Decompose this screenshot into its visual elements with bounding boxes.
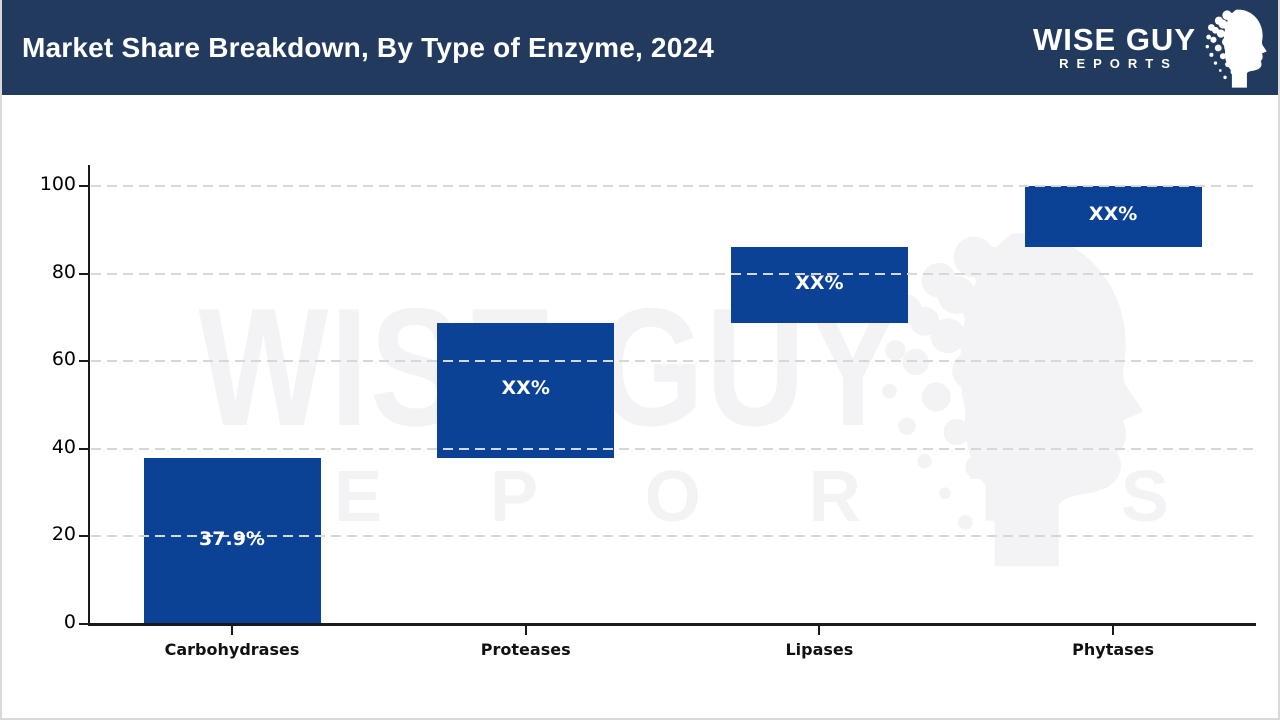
category-label: Proteases	[480, 640, 571, 659]
bar-value-label: XX%	[1088, 203, 1138, 226]
logo-brand-name: WISE GUY	[1032, 22, 1196, 58]
bar-carbohydrases	[143, 457, 321, 624]
y-tick-mark	[79, 360, 89, 363]
dotted-head-profile-icon	[1205, 9, 1267, 88]
y-tick-label: 80	[51, 260, 76, 283]
bar-value-label: XX%	[501, 377, 550, 400]
y-tick-label: 60	[51, 348, 76, 371]
logo-brand-sub: REPORTS	[1059, 55, 1178, 71]
y-tick-mark	[79, 535, 89, 538]
gridline-60	[91, 360, 1255, 363]
y-tick-mark	[79, 447, 89, 450]
y-tick-label: 0	[63, 611, 76, 633]
x-tick-mark	[818, 626, 821, 635]
y-tick-mark	[79, 272, 89, 275]
wiseguy-logo: WISE GUY REPORTS	[1033, 7, 1278, 89]
gridline-20	[91, 535, 1255, 538]
wiseguy-logo-text: WISE GUY REPORTS	[1033, 24, 1196, 71]
x-tick-mark	[231, 626, 233, 635]
gridline-80	[91, 272, 1255, 275]
x-tick-mark	[524, 626, 527, 635]
x-axis-line	[88, 623, 1256, 626]
gridline-100	[91, 185, 1255, 187]
bar-value-label: XX%	[795, 271, 844, 294]
y-tick-label: 40	[51, 435, 76, 458]
x-tick-mark	[1112, 626, 1115, 635]
bar-proteases	[437, 322, 615, 458]
y-tick-label: 20	[51, 523, 76, 546]
header-banner: Market Share Breakdown, By Type of Enzym…	[2, 0, 1278, 95]
bar-lipases	[730, 246, 908, 323]
y-tick-label: 100	[39, 173, 76, 195]
category-label: Phytases	[1072, 640, 1155, 659]
y-tick-mark	[79, 623, 89, 625]
y-tick-mark	[79, 185, 89, 187]
category-label: Lipases	[785, 640, 854, 659]
category-label: Carbohydrases	[164, 640, 300, 659]
gridline-40	[91, 447, 1255, 450]
y-axis-line	[88, 165, 90, 626]
bar-value-label: 37.9%	[199, 527, 265, 550]
page-title: Market Share Breakdown, By Type of Enzym…	[22, 31, 715, 63]
